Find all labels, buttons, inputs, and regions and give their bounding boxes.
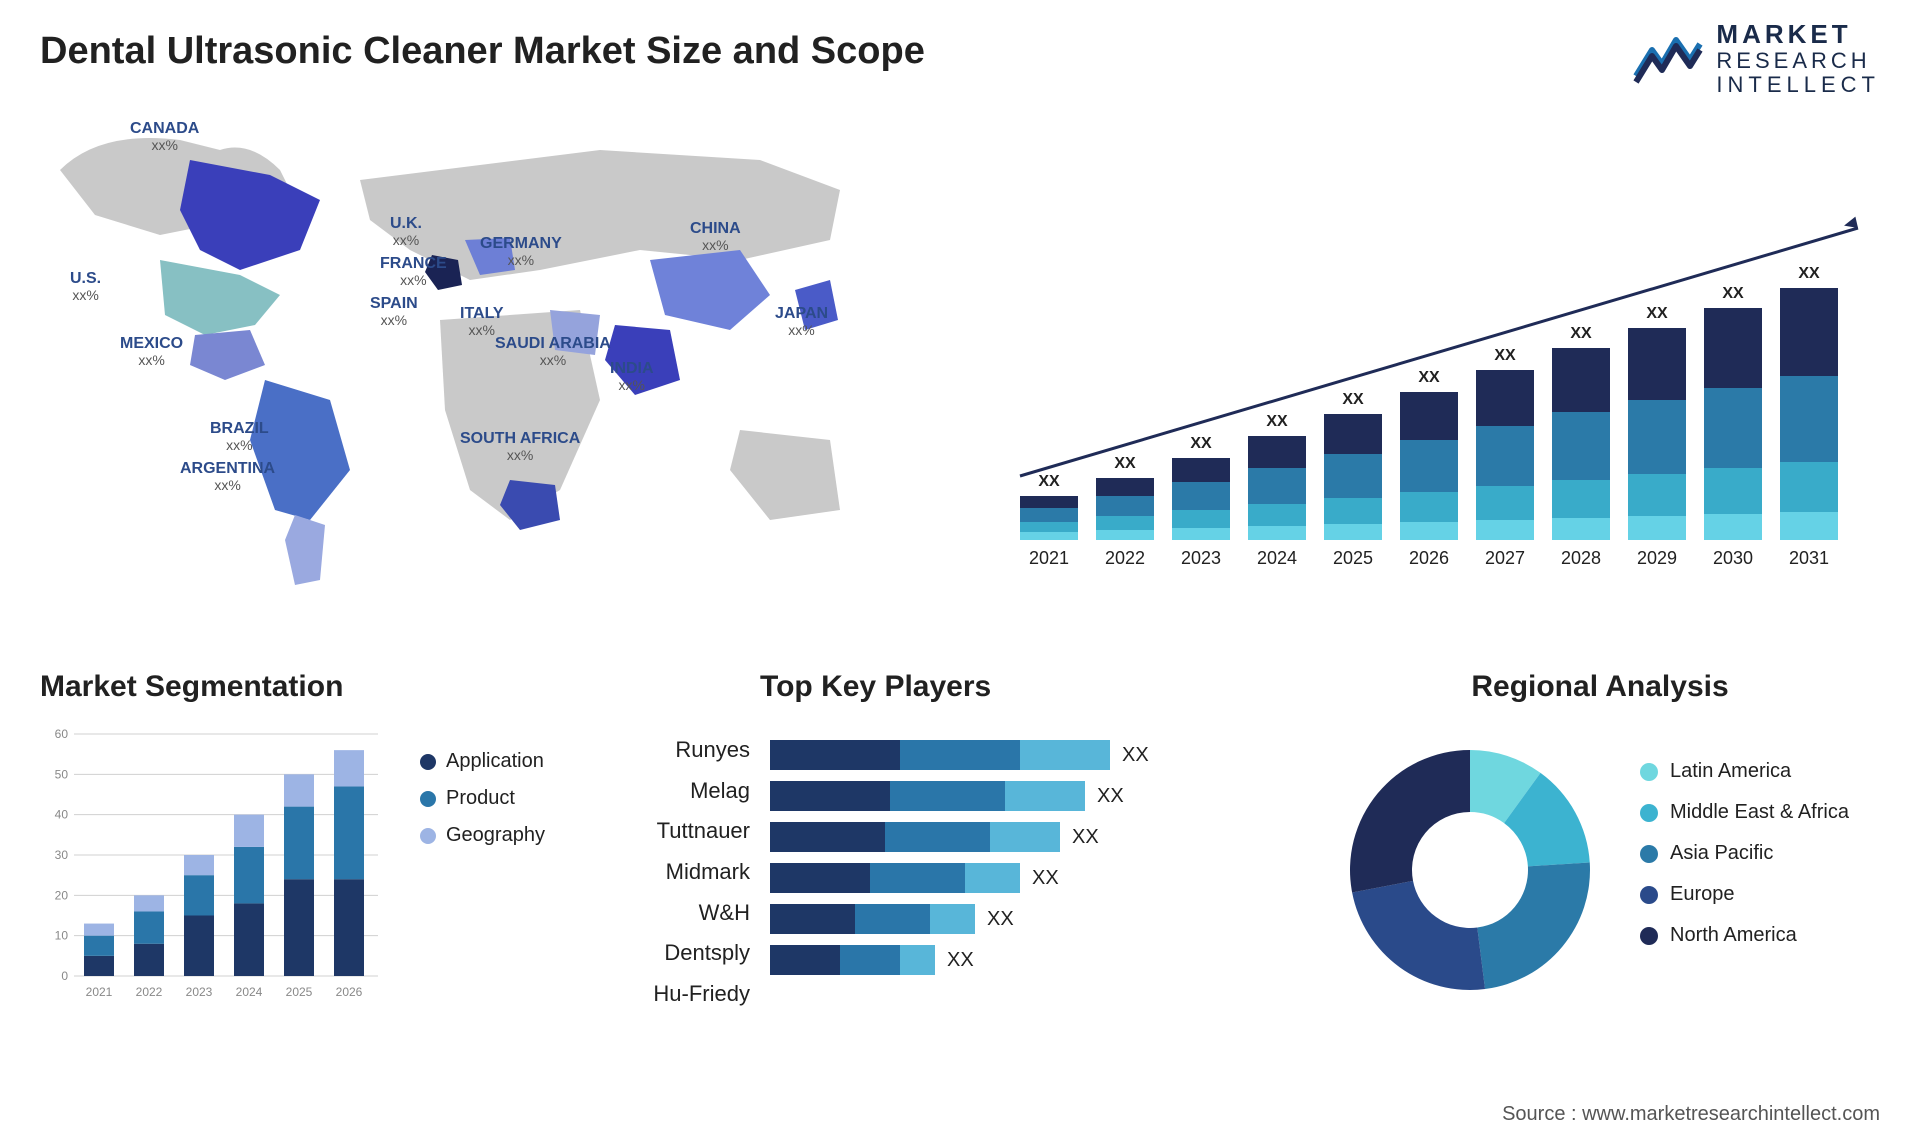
logo-text-3: INTELLECT xyxy=(1716,73,1880,97)
segmentation-title: Market Segmentation xyxy=(40,670,600,704)
growth-bar-chart: XX 2021 XX 2022 XX 2023 XX 2024 XX 2025 XX 2026 XX 20… xyxy=(1000,140,1860,600)
legend-item: Asia Pacific xyxy=(1640,842,1849,865)
svg-text:2021: 2021 xyxy=(86,985,113,999)
svg-text:2028: 2028 xyxy=(1561,548,1601,568)
map-label: INDIAxx% xyxy=(610,360,654,393)
logo-mark-icon xyxy=(1632,30,1704,86)
world-map: CANADAxx% U.S.xx% MEXICOxx% BRAZILxx% ARGENT… xyxy=(40,120,920,640)
map-label: FRANCExx% xyxy=(380,255,447,288)
key-players-section: Top Key Players RunyesMelagTuttnauerMidm… xyxy=(760,670,1280,704)
logo-text-2: RESEARCH xyxy=(1716,49,1880,73)
map-label: U.S.xx% xyxy=(70,270,101,303)
regional-legend: Latin America Middle East & Africa Asia Pa… xyxy=(1640,760,1849,965)
map-label: BRAZILxx% xyxy=(210,420,269,453)
map-label: SAUDI ARABIAxx% xyxy=(495,335,611,368)
segmentation-chart: 0 10 20 30 40 50 60 2021 2022 2023 2024 2025 2026 xyxy=(40,724,380,1004)
svg-text:2026: 2026 xyxy=(1409,548,1449,568)
key-players-chart: XX XX XX XX XX XX xyxy=(770,740,1210,986)
player-value: XX xyxy=(1072,826,1099,849)
svg-text:2024: 2024 xyxy=(236,985,263,999)
page-title: Dental Ultrasonic Cleaner Market Size an… xyxy=(40,30,925,73)
legend-item: Product xyxy=(420,787,545,810)
segmentation-legend: Application Product Geography xyxy=(420,750,545,861)
svg-text:XX: XX xyxy=(1266,413,1288,430)
svg-text:2025: 2025 xyxy=(286,985,313,999)
svg-text:XX: XX xyxy=(1646,305,1668,322)
regional-donut-chart xyxy=(1330,730,1610,1010)
svg-text:XX: XX xyxy=(1114,455,1136,472)
player-name: W&H xyxy=(610,893,750,934)
svg-text:2029: 2029 xyxy=(1637,548,1677,568)
svg-text:50: 50 xyxy=(55,767,69,781)
player-value: XX xyxy=(1032,867,1059,890)
key-players-names: RunyesMelagTuttnauerMidmarkW&HDentsplyHu… xyxy=(610,730,750,1015)
svg-text:2022: 2022 xyxy=(136,985,163,999)
player-name: Hu-Friedy xyxy=(610,974,750,1015)
player-bar-row: XX xyxy=(770,904,1210,934)
player-name: Midmark xyxy=(610,852,750,893)
legend-item: Geography xyxy=(420,824,545,847)
svg-text:40: 40 xyxy=(55,808,69,822)
map-label: ARGENTINAxx% xyxy=(180,460,275,493)
svg-text:XX: XX xyxy=(1190,435,1212,452)
player-name: Melag xyxy=(610,771,750,812)
svg-text:2023: 2023 xyxy=(186,985,213,999)
player-name: Runyes xyxy=(610,730,750,771)
svg-text:2030: 2030 xyxy=(1713,548,1753,568)
brand-logo: MARKET RESEARCH INTELLECT xyxy=(1632,20,1880,97)
svg-text:XX: XX xyxy=(1798,265,1820,282)
svg-text:2021: 2021 xyxy=(1029,548,1069,568)
map-label: GERMANYxx% xyxy=(480,235,562,268)
player-name: Tuttnauer xyxy=(610,811,750,852)
player-bar-row: XX xyxy=(770,781,1210,811)
svg-text:2023: 2023 xyxy=(1181,548,1221,568)
regional-title: Regional Analysis xyxy=(1320,670,1880,704)
svg-text:20: 20 xyxy=(55,888,69,902)
player-bar-row: XX xyxy=(770,740,1210,770)
svg-text:XX: XX xyxy=(1418,369,1440,386)
svg-text:2025: 2025 xyxy=(1333,548,1373,568)
svg-text:2026: 2026 xyxy=(336,985,363,999)
svg-text:XX: XX xyxy=(1570,325,1592,342)
legend-item: Latin America xyxy=(1640,760,1849,783)
player-bar-row: XX xyxy=(770,863,1210,893)
legend-item: Middle East & Africa xyxy=(1640,801,1849,824)
map-label: JAPANxx% xyxy=(775,305,828,338)
svg-text:2024: 2024 xyxy=(1257,548,1297,568)
svg-text:XX: XX xyxy=(1722,285,1744,302)
player-value: XX xyxy=(1097,785,1124,808)
svg-text:2022: 2022 xyxy=(1105,548,1145,568)
svg-text:XX: XX xyxy=(1342,391,1364,408)
map-label: CANADAxx% xyxy=(130,120,199,153)
svg-text:0: 0 xyxy=(61,969,68,983)
map-label: SOUTH AFRICAxx% xyxy=(460,430,580,463)
key-players-title: Top Key Players xyxy=(760,670,1280,704)
svg-text:10: 10 xyxy=(55,929,69,943)
player-bar-row: XX xyxy=(770,945,1210,975)
map-label: ITALYxx% xyxy=(460,305,504,338)
svg-text:XX: XX xyxy=(1038,473,1060,490)
source-attribution: Source : www.marketresearchintellect.com xyxy=(1502,1103,1880,1126)
regional-section: Regional Analysis Latin AmericaMiddle Ea… xyxy=(1320,670,1880,704)
logo-text-1: MARKET xyxy=(1716,20,1880,49)
player-bar-row: XX xyxy=(770,822,1210,852)
legend-item: Europe xyxy=(1640,883,1849,906)
player-name: Dentsply xyxy=(610,933,750,974)
player-value: XX xyxy=(987,908,1014,931)
svg-text:XX: XX xyxy=(1494,347,1516,364)
legend-item: Application xyxy=(420,750,545,773)
player-value: XX xyxy=(947,949,974,972)
player-value: XX xyxy=(1122,744,1149,767)
map-label: U.K.xx% xyxy=(390,215,422,248)
legend-item: North America xyxy=(1640,924,1849,947)
svg-text:2031: 2031 xyxy=(1789,548,1829,568)
svg-text:2027: 2027 xyxy=(1485,548,1525,568)
segmentation-section: Market Segmentation 0 10 20 30 40 50 60 2021 202… xyxy=(40,670,600,1009)
map-label: SPAINxx% xyxy=(370,295,418,328)
map-label: CHINAxx% xyxy=(690,220,741,253)
svg-text:60: 60 xyxy=(55,727,69,741)
map-label: MEXICOxx% xyxy=(120,335,183,368)
svg-text:30: 30 xyxy=(55,848,69,862)
